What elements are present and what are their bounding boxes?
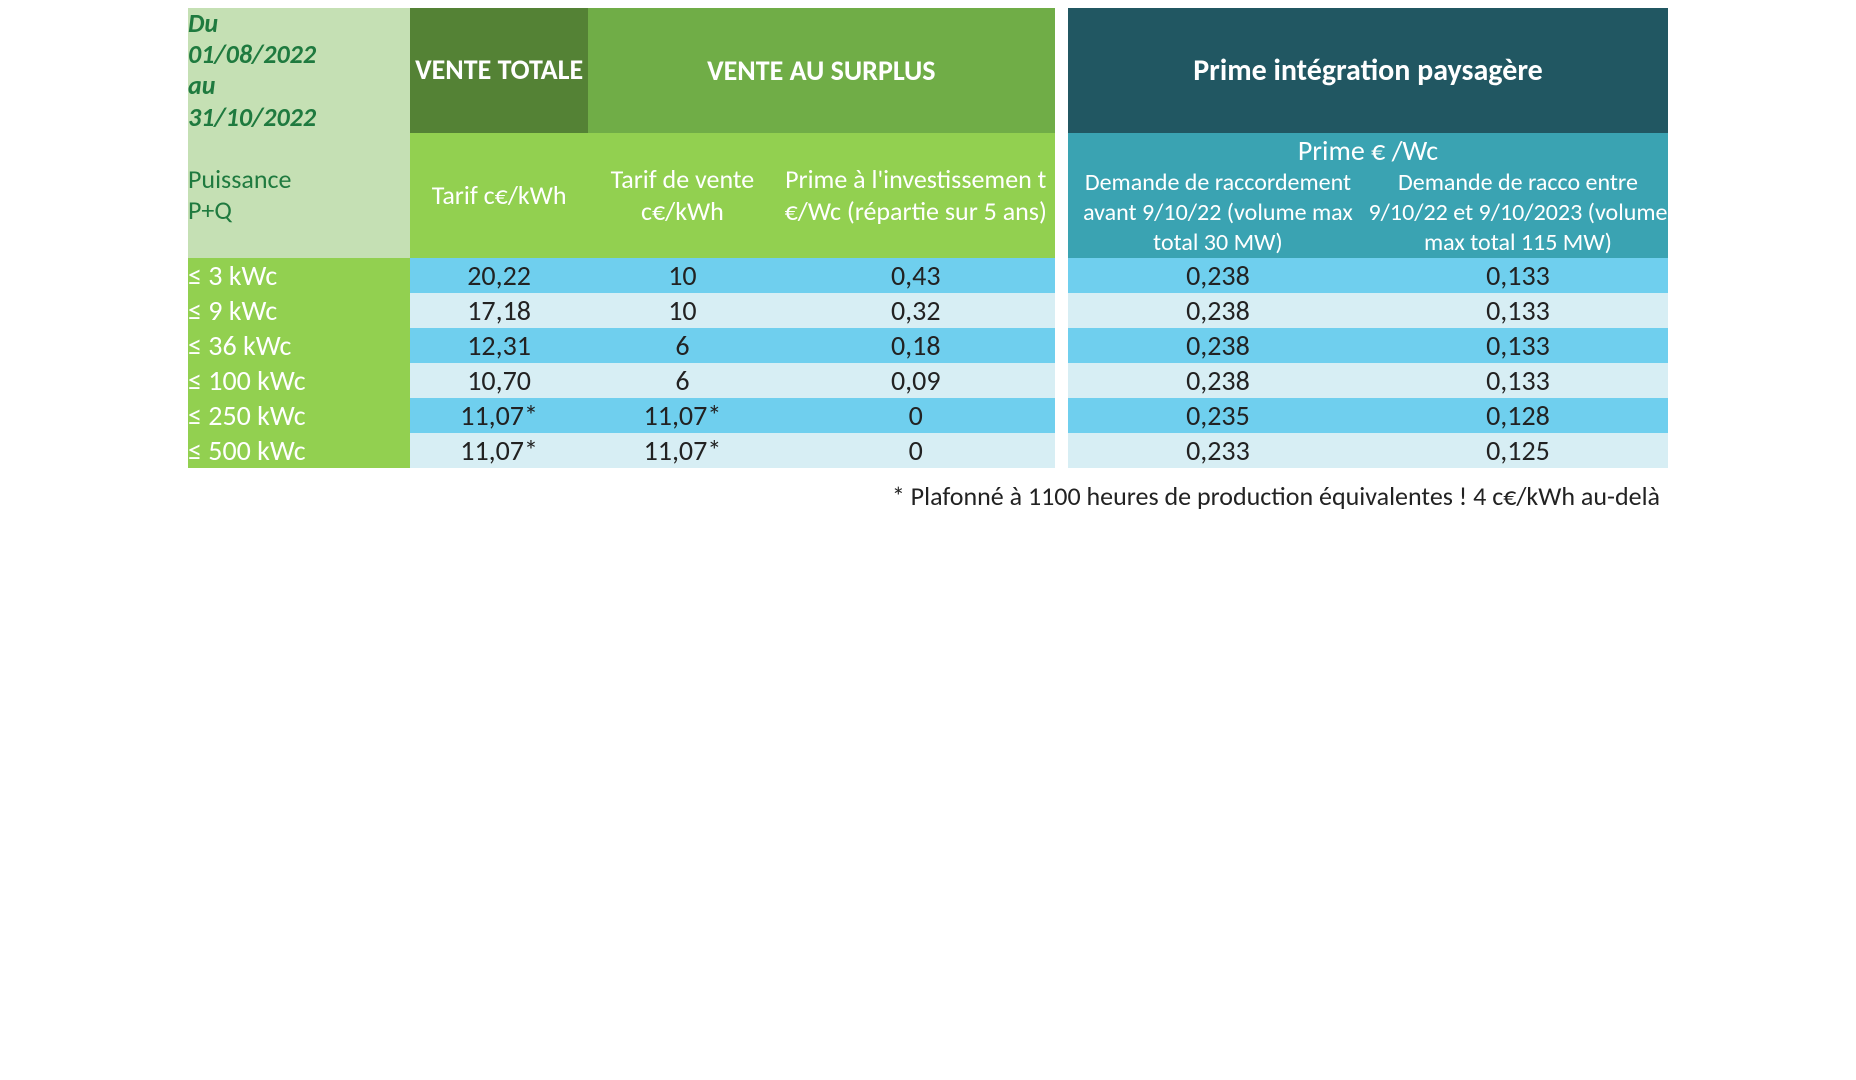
table-body: ≤ 3 kWc20,22100,430,2380,133≤ 9 kWc17,18… [188, 258, 1668, 468]
cell-power: ≤ 250 kWc [188, 398, 410, 433]
cell-prime-invest: 0,18 [777, 328, 1055, 363]
cell-prime-entre: 0,125 [1368, 433, 1668, 468]
cell-tarif-total: 11,07* [410, 398, 588, 433]
power-label-line: Puissance [188, 163, 291, 195]
cell-power: ≤ 3 kWc [188, 258, 410, 293]
date-range-header: Du 01/08/2022 au 31/10/2022 [188, 8, 410, 133]
header-row-2: Puissance P+Q Tarif c€/kWh Tarif de vent… [188, 133, 1668, 168]
gap-cell [1055, 293, 1068, 328]
cell-tarif-vente: 11,07* [588, 398, 777, 433]
power-label-line: P+Q [188, 194, 232, 226]
cell-prime-invest: 0,09 [777, 363, 1055, 398]
cell-tarif-total: 17,18 [410, 293, 588, 328]
gap-cell [1055, 258, 1068, 293]
cell-prime-avant: 0,238 [1068, 363, 1368, 398]
cell-tarif-vente: 6 [588, 363, 777, 398]
cell-prime-avant: 0,233 [1068, 433, 1368, 468]
cell-prime-avant: 0,238 [1068, 258, 1368, 293]
power-axis-label: Puissance P+Q [188, 133, 410, 258]
cell-tarif-total: 12,31 [410, 328, 588, 363]
cell-tarif-vente: 10 [588, 293, 777, 328]
cell-prime-avant: 0,238 [1068, 328, 1368, 363]
subheader-prime-invest: Prime à l'investissemen t €/Wc (répartie… [777, 133, 1055, 258]
subheader-prime-eur-wc: Prime € /Wc [1068, 133, 1668, 168]
table-row: ≤ 3 kWc20,22100,43 0,2380,133 [188, 258, 1668, 293]
table-row: ≤ 9 kWc17,18100,32 0,2380,133 [188, 293, 1668, 328]
cell-prime-invest: 0,32 [777, 293, 1055, 328]
col-header-vente-surplus: VENTE AU SURPLUS [588, 8, 1055, 133]
footnote: * Plafonné à 1100 heures de production é… [188, 468, 1668, 512]
cell-tarif-vente: 10 [588, 258, 777, 293]
cell-prime-entre: 0,133 [1368, 328, 1668, 363]
cell-power: ≤ 500 kWc [188, 433, 410, 468]
subheader-demande-avant: Demande de raccordement avant 9/10/22 (v… [1068, 168, 1368, 258]
header-row-1: Du 01/08/2022 au 31/10/2022 VENTE TOTALE… [188, 8, 1668, 133]
date-line: au [188, 69, 215, 101]
cell-prime-avant: 0,235 [1068, 398, 1368, 433]
tariff-table-container: Du 01/08/2022 au 31/10/2022 VENTE TOTALE… [188, 8, 1668, 512]
col-header-prime-paysagere: Prime intégration paysagère [1068, 8, 1668, 133]
cell-tarif-total: 10,70 [410, 363, 588, 398]
cell-prime-entre: 0,133 [1368, 363, 1668, 398]
cell-prime-entre: 0,133 [1368, 293, 1668, 328]
table-row: ≤ 36 kWc12,3160,18 0,2380,133 [188, 328, 1668, 363]
gap-cell [1055, 433, 1068, 468]
gap-cell [1055, 398, 1068, 433]
cell-prime-entre: 0,128 [1368, 398, 1668, 433]
gap-cell [1055, 328, 1068, 363]
date-line: 01/08/2022 [188, 38, 316, 70]
table-row: ≤ 100 kWc10,7060,09 0,2380,133 [188, 363, 1668, 398]
cell-prime-invest: 0,43 [777, 258, 1055, 293]
table-row: ≤ 500 kWc11,07*11,07*00,2330,125 [188, 433, 1668, 468]
subheader-demande-entre: Demande de racco entre 9/10/22 et 9/10/2… [1368, 168, 1668, 258]
cell-prime-invest: 0 [777, 398, 1055, 433]
col-header-vente-totale: VENTE TOTALE [410, 8, 588, 133]
date-line: 31/10/2022 [188, 101, 316, 133]
date-line: Du [188, 7, 218, 39]
subheader-tarif-vente: Tarif de vente c€/kWh [588, 133, 777, 258]
cell-power: ≤ 100 kWc [188, 363, 410, 398]
cell-tarif-total: 20,22 [410, 258, 588, 293]
cell-prime-invest: 0 [777, 433, 1055, 468]
cell-tarif-vente: 11,07* [588, 433, 777, 468]
cell-power: ≤ 36 kWc [188, 328, 410, 363]
gap-column [1055, 8, 1068, 258]
cell-power: ≤ 9 kWc [188, 293, 410, 328]
cell-tarif-total: 11,07* [410, 433, 588, 468]
subheader-tarif-total: Tarif c€/kWh [410, 133, 588, 258]
tariff-table: Du 01/08/2022 au 31/10/2022 VENTE TOTALE… [188, 8, 1668, 468]
cell-prime-entre: 0,133 [1368, 258, 1668, 293]
gap-cell [1055, 363, 1068, 398]
cell-prime-avant: 0,238 [1068, 293, 1368, 328]
table-row: ≤ 250 kWc11,07*11,07*00,2350,128 [188, 398, 1668, 433]
cell-tarif-vente: 6 [588, 328, 777, 363]
